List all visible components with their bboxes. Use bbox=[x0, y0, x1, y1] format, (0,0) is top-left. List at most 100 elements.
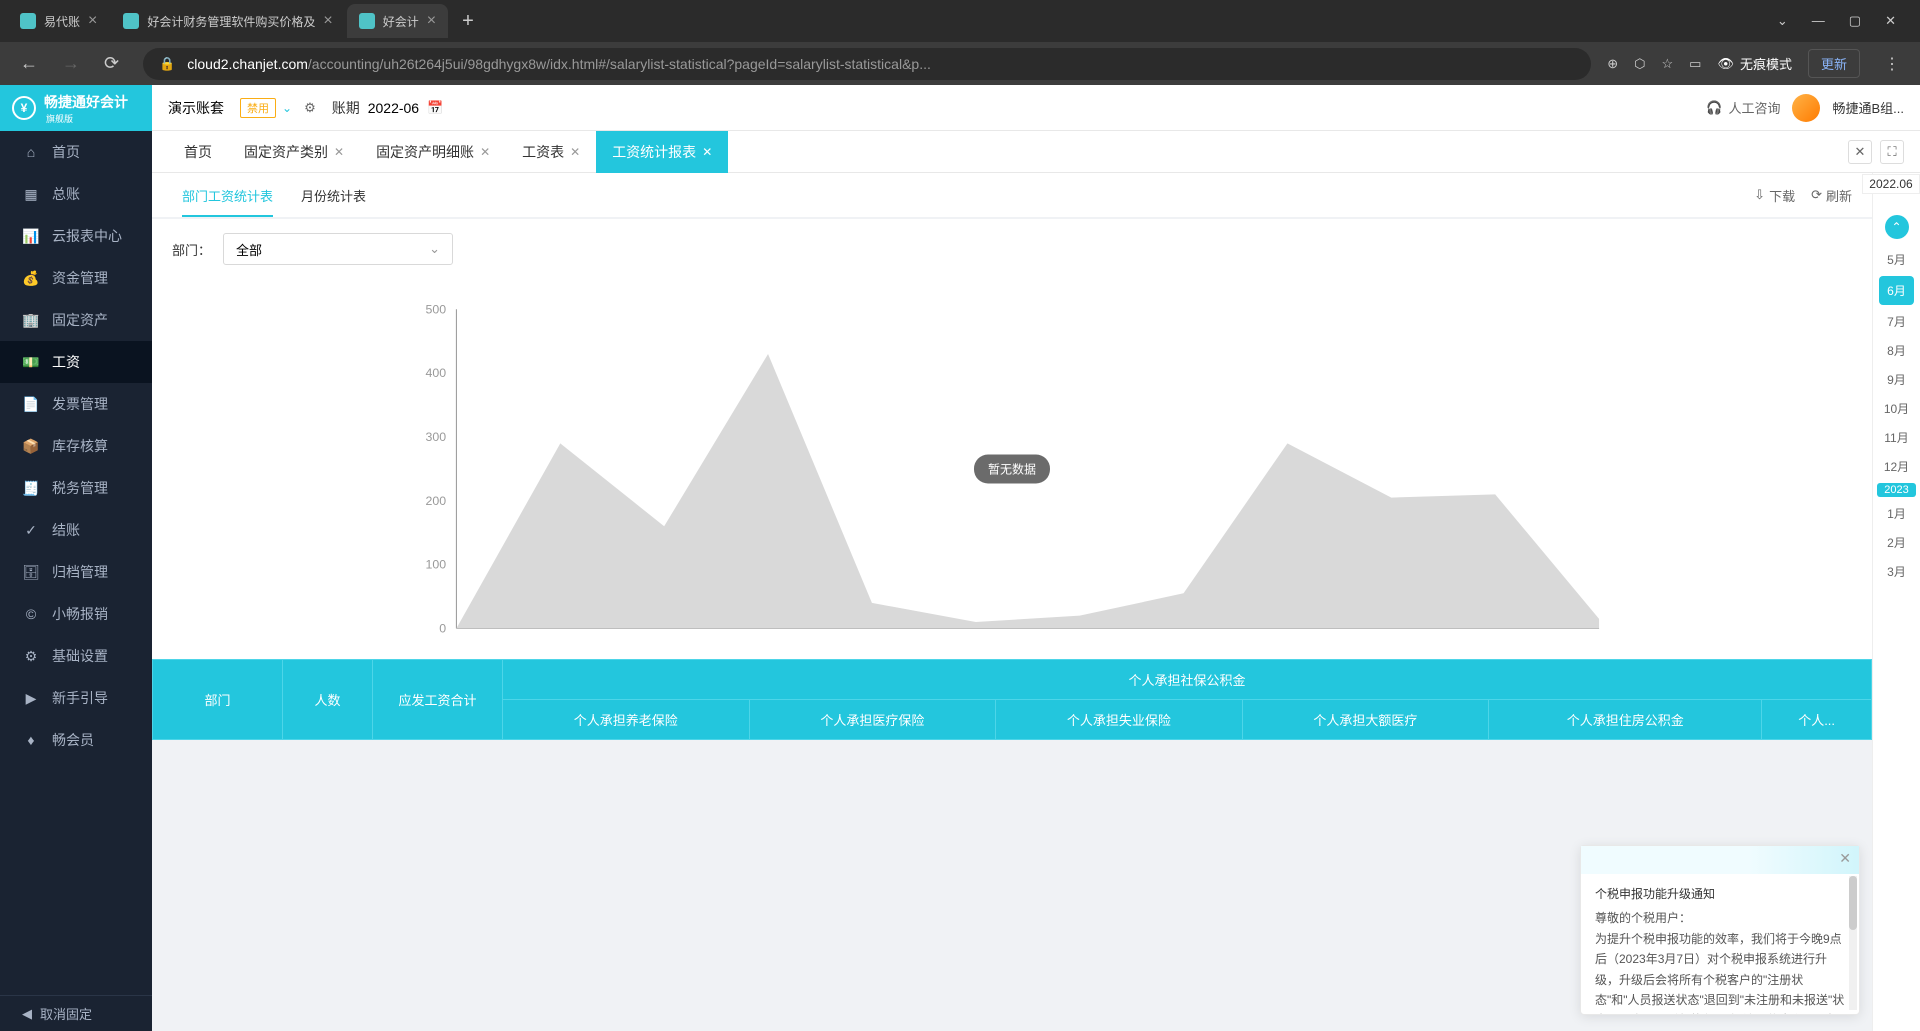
minimize-icon[interactable]: ― bbox=[1812, 13, 1825, 29]
sidebar-item-invoice[interactable]: 📄发票管理 bbox=[0, 383, 152, 425]
sidebar-item-label: 库存核算 bbox=[52, 436, 108, 456]
department-select[interactable]: 全部 ⌄ bbox=[223, 233, 453, 265]
close-icon[interactable]: × bbox=[88, 12, 97, 30]
maximize-icon[interactable]: ▢ bbox=[1849, 13, 1861, 29]
update-button[interactable]: 更新 bbox=[1808, 49, 1860, 78]
timeline-month[interactable]: 8月 bbox=[1873, 336, 1920, 365]
timeline-month[interactable]: 1月 bbox=[1873, 499, 1920, 528]
page-tab[interactable]: 首页 bbox=[168, 131, 228, 173]
menu-icon[interactable]: ⋮ bbox=[1876, 54, 1908, 74]
reload-button[interactable]: ⟳ bbox=[96, 49, 127, 78]
notification-body: 个税申报功能升级通知 尊敬的个税用户： 为提升个税申报功能的效率，我们将于今晚9… bbox=[1581, 874, 1859, 1014]
close-all-tabs-button[interactable]: ✕ bbox=[1848, 140, 1872, 164]
pin-toggle[interactable]: ◀ 取消固定 bbox=[0, 995, 152, 1031]
svg-text:200: 200 bbox=[426, 494, 447, 508]
sub-tabs: 部门工资统计表 月份统计表 ⇩ 下载 ⟳ 刷新 bbox=[152, 173, 1872, 217]
back-button[interactable]: ← bbox=[12, 49, 46, 78]
avatar[interactable] bbox=[1792, 94, 1820, 122]
th-social-merged: 个人承担社保公积金 bbox=[503, 660, 1872, 700]
support-link[interactable]: 🎧 人工咨询 bbox=[1706, 98, 1780, 117]
chevron-down-icon[interactable]: ⌄ bbox=[1777, 13, 1788, 29]
timeline-month[interactable]: 2月 bbox=[1873, 528, 1920, 557]
timeline-month[interactable]: 10月 bbox=[1873, 394, 1920, 423]
salary-icon: 💵 bbox=[22, 353, 40, 371]
table-area: 部门 人数 应发工资合计 个人承担社保公积金 个人承担养老保险 个人承担医疗保险… bbox=[152, 659, 1872, 740]
zoom-icon[interactable]: ⊕ bbox=[1607, 56, 1618, 72]
browser-tab[interactable]: 好会计财务管理软件购买价格及 × bbox=[111, 4, 344, 38]
sidebar-item-settings[interactable]: ⚙基础设置 bbox=[0, 635, 152, 677]
th-department: 部门 bbox=[153, 660, 283, 740]
period-label: 账期 bbox=[332, 98, 360, 118]
close-icon[interactable]: ✕ bbox=[702, 145, 712, 159]
th-pension: 个人承担养老保险 bbox=[503, 700, 750, 740]
headset-icon: 🎧 bbox=[1706, 100, 1722, 116]
refresh-button[interactable]: ⟳ 刷新 bbox=[1811, 186, 1852, 205]
sidebar-item-chart[interactable]: 📊云报表中心 bbox=[0, 215, 152, 257]
sidebar-item-ledger[interactable]: ▦总账 bbox=[0, 173, 152, 215]
page-tab[interactable]: 工资统计报表✕ bbox=[596, 131, 728, 173]
close-icon[interactable]: ✕ bbox=[1885, 13, 1896, 29]
sidebar-item-label: 云报表中心 bbox=[52, 226, 122, 246]
sidebar-item-inventory[interactable]: 📦库存核算 bbox=[0, 425, 152, 467]
star-icon[interactable]: ☆ bbox=[1662, 56, 1674, 72]
sidebar-item-expense[interactable]: ©小畅报销 bbox=[0, 593, 152, 635]
close-icon[interactable]: × bbox=[323, 12, 332, 30]
page-tab-label: 首页 bbox=[184, 142, 212, 162]
download-button[interactable]: ⇩ 下载 bbox=[1754, 186, 1795, 205]
extension-icon[interactable]: ⬡ bbox=[1634, 56, 1645, 72]
scrollbar[interactable] bbox=[1849, 876, 1857, 1010]
new-tab-button[interactable]: + bbox=[450, 10, 486, 33]
timeline-year-badge[interactable]: 2022.06 bbox=[1862, 174, 1920, 194]
settings-icon: ⚙ bbox=[22, 647, 40, 665]
user-name: 畅捷通B组... bbox=[1832, 98, 1904, 117]
calendar-icon[interactable]: 📅 bbox=[427, 100, 443, 116]
gear-icon[interactable]: ⚙ bbox=[304, 100, 316, 116]
close-icon[interactable]: ✕ bbox=[334, 145, 344, 159]
timeline-month[interactable]: 12月 bbox=[1873, 452, 1920, 481]
chevron-down-icon[interactable]: ⌄ bbox=[282, 101, 292, 115]
timeline-expand-button[interactable]: ⌃ bbox=[1885, 215, 1909, 239]
timeline-month[interactable]: 3月 bbox=[1873, 557, 1920, 586]
notification-title: 个税申报功能升级通知 bbox=[1595, 884, 1845, 904]
forward-button[interactable]: → bbox=[54, 49, 88, 78]
sidebar-item-money[interactable]: 💰资金管理 bbox=[0, 257, 152, 299]
sub-tab-department[interactable]: 部门工资统计表 bbox=[168, 174, 287, 217]
expense-icon: © bbox=[22, 605, 40, 623]
page-tab[interactable]: 固定资产明细账✕ bbox=[360, 131, 506, 173]
sidebar-item-tax[interactable]: 🧾税务管理 bbox=[0, 467, 152, 509]
sub-tab-month[interactable]: 月份统计表 bbox=[287, 174, 380, 217]
timeline-month[interactable]: 11月 bbox=[1873, 423, 1920, 452]
fullscreen-button[interactable]: ⛶ bbox=[1880, 140, 1904, 164]
sidebar-item-salary[interactable]: 💵工资 bbox=[0, 341, 152, 383]
close-icon[interactable]: × bbox=[427, 12, 436, 30]
logo-icon: ¥ bbox=[12, 96, 36, 120]
browser-tab[interactable]: 易代账 × bbox=[8, 4, 109, 38]
timeline-month[interactable]: 5月 bbox=[1873, 245, 1920, 274]
reader-icon[interactable]: ▭ bbox=[1689, 56, 1701, 72]
browser-tab[interactable]: 好会计 × bbox=[347, 4, 448, 38]
asset-icon: 🏢 bbox=[22, 311, 40, 329]
chevron-down-icon: ⌄ bbox=[429, 241, 440, 257]
page-tab[interactable]: 固定资产类别✕ bbox=[228, 131, 360, 173]
content-wrap: 部门工资统计表 月份统计表 ⇩ 下载 ⟳ 刷新 bbox=[152, 173, 1920, 1031]
sidebar-item-asset[interactable]: 🏢固定资产 bbox=[0, 299, 152, 341]
close-icon[interactable]: ✕ bbox=[570, 145, 580, 159]
sidebar-item-guide[interactable]: ▶新手引导 bbox=[0, 677, 152, 719]
invoice-icon: 📄 bbox=[22, 395, 40, 413]
timeline-month[interactable]: 9月 bbox=[1873, 365, 1920, 394]
close-icon[interactable]: ✕ bbox=[1839, 850, 1851, 867]
close-icon[interactable]: ✕ bbox=[480, 145, 490, 159]
sidebar-item-archive[interactable]: 🗄归档管理 bbox=[0, 551, 152, 593]
pin-icon: ◀ bbox=[22, 1006, 32, 1022]
archive-icon: 🗄 bbox=[22, 563, 40, 581]
timeline-month[interactable]: 6月 bbox=[1879, 276, 1914, 305]
sidebar-item-close[interactable]: ✓结账 bbox=[0, 509, 152, 551]
timeline-month[interactable]: 7月 bbox=[1873, 307, 1920, 336]
sidebar-item-home[interactable]: ⌂首页 bbox=[0, 131, 152, 173]
sidebar-item-vip[interactable]: ♦畅会员 bbox=[0, 719, 152, 761]
page-tab[interactable]: 工资表✕ bbox=[506, 131, 596, 173]
tax-icon: 🧾 bbox=[22, 479, 40, 497]
logo[interactable]: ¥ 畅捷通好会计 旗舰版 bbox=[0, 85, 152, 131]
page-tabs-bar: 首页固定资产类别✕固定资产明细账✕工资表✕工资统计报表✕ ✕ ⛶ bbox=[152, 131, 1920, 173]
url-input[interactable]: 🔒 cloud2.chanjet.com/accounting/uh26t264… bbox=[143, 48, 1591, 80]
